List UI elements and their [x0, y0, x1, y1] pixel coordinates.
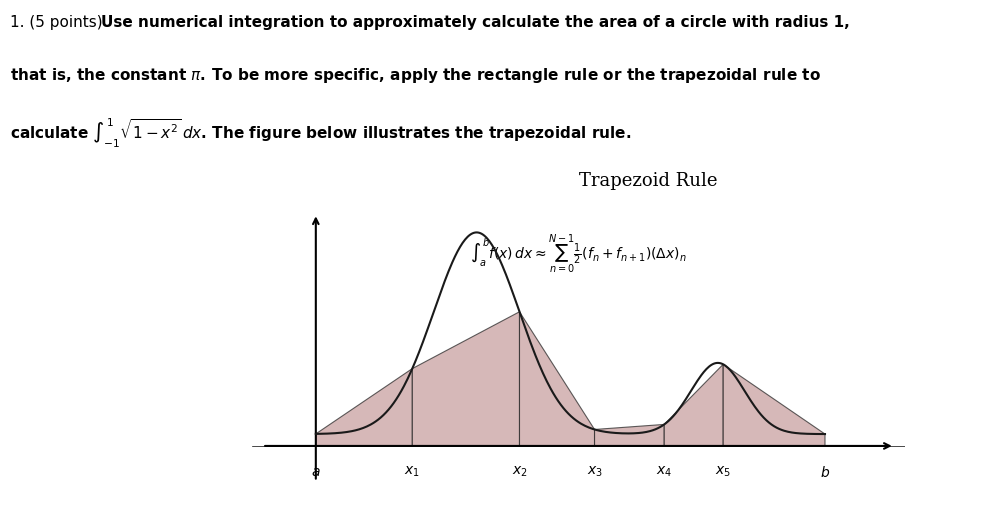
Text: $b$: $b$ — [820, 465, 830, 480]
Text: $\int_a^b f(x)\,dx \approx \sum_{n=0}^{N-1} \frac{1}{2}(f_n + f_{n+1})(\Delta x): $\int_a^b f(x)\,dx \approx \sum_{n=0}^{N… — [470, 233, 687, 275]
Text: that is, the constant $\pi$. To be more specific, apply the rectangle rule or th: that is, the constant $\pi$. To be more … — [10, 66, 821, 85]
Polygon shape — [595, 425, 664, 446]
Polygon shape — [519, 312, 595, 446]
Polygon shape — [723, 364, 825, 446]
Polygon shape — [664, 364, 723, 446]
Text: $a$: $a$ — [311, 465, 321, 479]
Text: 1. (5 points): 1. (5 points) — [10, 15, 108, 30]
Text: $x_4$: $x_4$ — [656, 465, 672, 479]
Text: Trapezoid Rule: Trapezoid Rule — [578, 172, 717, 190]
Text: $x_2$: $x_2$ — [512, 465, 527, 479]
Text: $x_1$: $x_1$ — [404, 465, 421, 479]
Text: Use numerical integration to approximately calculate the area of a circle with r: Use numerical integration to approximate… — [101, 15, 849, 30]
Text: $x_5$: $x_5$ — [715, 465, 731, 479]
Polygon shape — [412, 312, 519, 446]
Polygon shape — [316, 369, 412, 446]
Text: calculate $\int_{-1}^{1} \sqrt{1-x^2}\,dx$. The figure below illustrates the tra: calculate $\int_{-1}^{1} \sqrt{1-x^2}\,d… — [10, 117, 632, 151]
Text: $x_3$: $x_3$ — [586, 465, 603, 479]
